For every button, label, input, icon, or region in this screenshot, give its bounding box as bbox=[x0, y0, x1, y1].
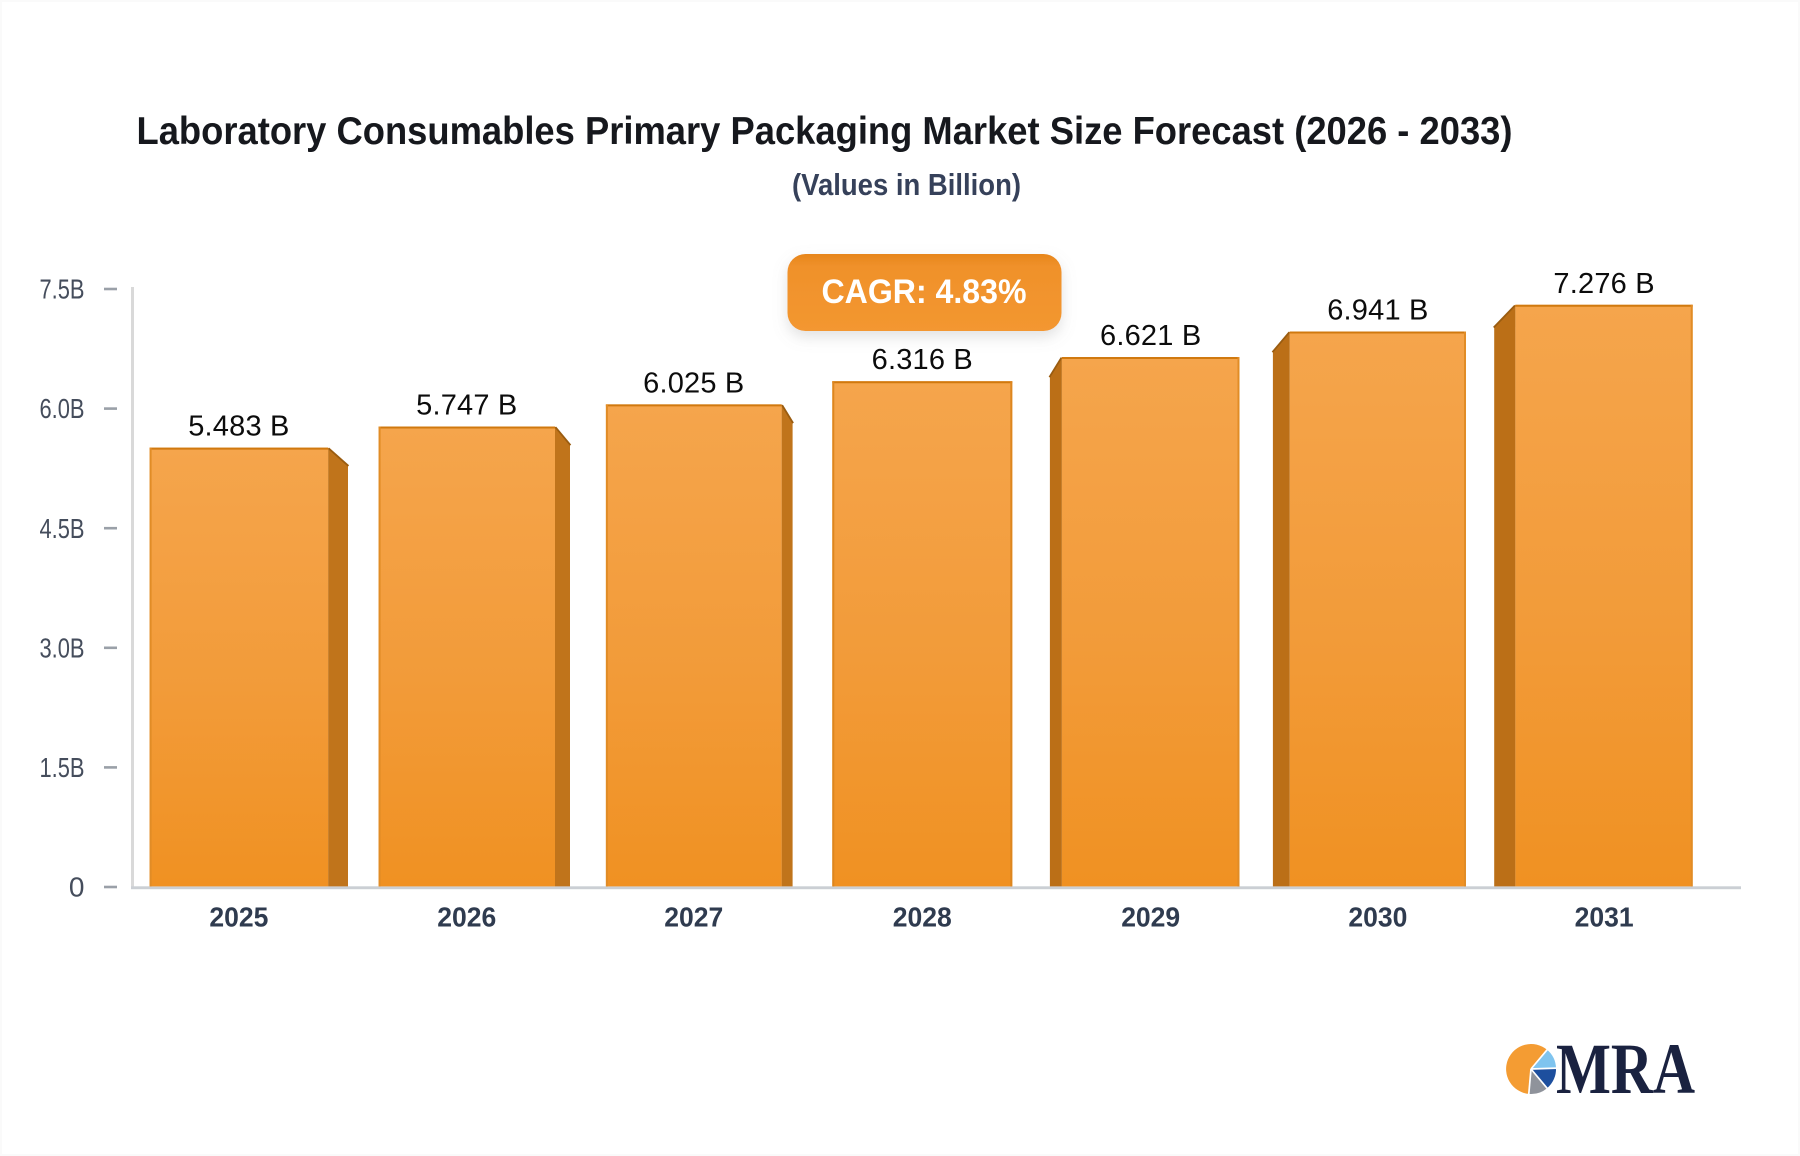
svg-text:Laboratory Consumables Primary: Laboratory Consumables Primary Packaging… bbox=[137, 110, 1513, 153]
svg-text:2027: 2027 bbox=[664, 902, 723, 933]
svg-text:2028: 2028 bbox=[893, 902, 952, 933]
svg-text:6.316 B: 6.316 B bbox=[872, 344, 973, 376]
svg-text:5.483 B: 5.483 B bbox=[188, 411, 289, 443]
svg-text:2026: 2026 bbox=[437, 902, 496, 933]
svg-text:7.5B: 7.5B bbox=[40, 274, 85, 305]
svg-text:CAGR: 4.83%: CAGR: 4.83% bbox=[822, 273, 1027, 311]
svg-text:0: 0 bbox=[69, 872, 85, 903]
svg-text:1.5B: 1.5B bbox=[40, 752, 85, 783]
svg-text:2029: 2029 bbox=[1121, 902, 1180, 933]
svg-text:MRA: MRA bbox=[1556, 1029, 1695, 1109]
svg-text:3.0B: 3.0B bbox=[40, 632, 85, 663]
svg-text:(Values in Billion): (Values in Billion) bbox=[792, 168, 1021, 202]
svg-text:2025: 2025 bbox=[209, 902, 268, 933]
svg-text:6.621 B: 6.621 B bbox=[1100, 320, 1201, 352]
svg-text:6.941 B: 6.941 B bbox=[1327, 295, 1428, 327]
svg-text:2030: 2030 bbox=[1348, 902, 1407, 933]
svg-text:6.025 B: 6.025 B bbox=[643, 367, 744, 399]
svg-text:6.0B: 6.0B bbox=[40, 393, 85, 424]
svg-text:4.5B: 4.5B bbox=[40, 513, 85, 544]
svg-text:7.276 B: 7.276 B bbox=[1553, 268, 1654, 300]
svg-text:5.747 B: 5.747 B bbox=[416, 390, 517, 422]
svg-text:2031: 2031 bbox=[1575, 902, 1634, 933]
